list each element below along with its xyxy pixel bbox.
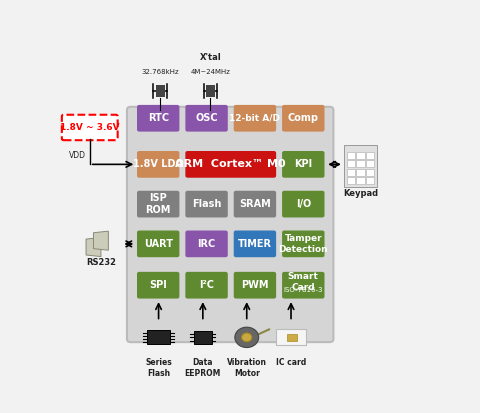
FancyBboxPatch shape — [127, 107, 334, 342]
Text: Comp: Comp — [288, 113, 319, 123]
Text: ISO-7816-3: ISO-7816-3 — [284, 287, 323, 294]
Text: VDD: VDD — [69, 151, 86, 159]
Bar — [347, 160, 355, 167]
Text: RTC: RTC — [148, 113, 169, 123]
Text: 32.768kHz: 32.768kHz — [141, 69, 179, 75]
Polygon shape — [86, 237, 101, 256]
Text: TIMER: TIMER — [238, 239, 272, 249]
FancyBboxPatch shape — [234, 191, 276, 218]
Text: SRAM: SRAM — [239, 199, 271, 209]
Bar — [347, 169, 355, 176]
Bar — [366, 152, 374, 159]
FancyBboxPatch shape — [185, 105, 228, 132]
FancyBboxPatch shape — [137, 105, 180, 132]
Bar — [366, 160, 374, 167]
Text: Data
EEPROM: Data EEPROM — [185, 358, 221, 378]
Text: Flash: Flash — [192, 199, 221, 209]
FancyBboxPatch shape — [282, 272, 324, 299]
Text: 4M~24MHz: 4M~24MHz — [191, 69, 230, 75]
FancyBboxPatch shape — [234, 272, 276, 299]
Bar — [357, 178, 365, 184]
FancyBboxPatch shape — [282, 151, 324, 178]
Circle shape — [235, 327, 259, 347]
FancyBboxPatch shape — [234, 105, 276, 132]
Text: Smart
Card: Smart Card — [288, 272, 319, 292]
FancyBboxPatch shape — [185, 191, 228, 218]
Circle shape — [241, 333, 252, 342]
Bar — [288, 334, 297, 341]
Text: IC card: IC card — [276, 358, 306, 367]
FancyBboxPatch shape — [282, 191, 324, 218]
FancyBboxPatch shape — [137, 151, 180, 178]
Bar — [344, 145, 377, 187]
Text: ARM  Cortex™ M0: ARM Cortex™ M0 — [175, 159, 286, 169]
Text: Series
Flash: Series Flash — [145, 358, 172, 378]
Bar — [347, 178, 355, 184]
FancyBboxPatch shape — [282, 105, 324, 132]
FancyBboxPatch shape — [137, 191, 180, 218]
Text: 1.8V LDO: 1.8V LDO — [133, 159, 183, 169]
Bar — [357, 169, 365, 176]
Text: KPI: KPI — [294, 159, 312, 169]
Text: PWM: PWM — [241, 280, 269, 290]
Bar — [366, 178, 374, 184]
Text: Keypad: Keypad — [343, 189, 378, 198]
Text: 1.8V ~ 3.6V: 1.8V ~ 3.6V — [60, 123, 120, 132]
FancyBboxPatch shape — [62, 115, 118, 140]
Text: IRC: IRC — [197, 239, 216, 249]
Bar — [206, 85, 215, 97]
Text: ISP
ROM: ISP ROM — [145, 193, 171, 215]
Bar — [347, 152, 355, 159]
FancyBboxPatch shape — [185, 272, 228, 299]
FancyBboxPatch shape — [185, 230, 228, 257]
Bar — [193, 331, 212, 344]
Text: X'tal: X'tal — [199, 53, 221, 62]
FancyBboxPatch shape — [234, 230, 276, 257]
FancyBboxPatch shape — [185, 151, 276, 178]
Bar — [147, 330, 170, 344]
Bar — [276, 330, 306, 345]
Text: SPI: SPI — [149, 280, 167, 290]
FancyBboxPatch shape — [282, 230, 324, 257]
Text: 12-bit A/D: 12-bit A/D — [229, 114, 280, 123]
FancyBboxPatch shape — [137, 272, 180, 299]
Text: I²C: I²C — [199, 280, 214, 290]
FancyBboxPatch shape — [137, 230, 180, 257]
Text: OSC: OSC — [195, 113, 218, 123]
Text: RS232: RS232 — [86, 259, 116, 268]
Bar — [357, 152, 365, 159]
Bar — [357, 160, 365, 167]
Bar — [156, 85, 165, 97]
Text: UART: UART — [144, 239, 173, 249]
Polygon shape — [94, 231, 108, 250]
Text: I/O: I/O — [296, 199, 311, 209]
Text: Vibration
Motor: Vibration Motor — [227, 358, 267, 378]
Text: Tamper
Detection: Tamper Detection — [278, 234, 328, 254]
Bar — [366, 169, 374, 176]
